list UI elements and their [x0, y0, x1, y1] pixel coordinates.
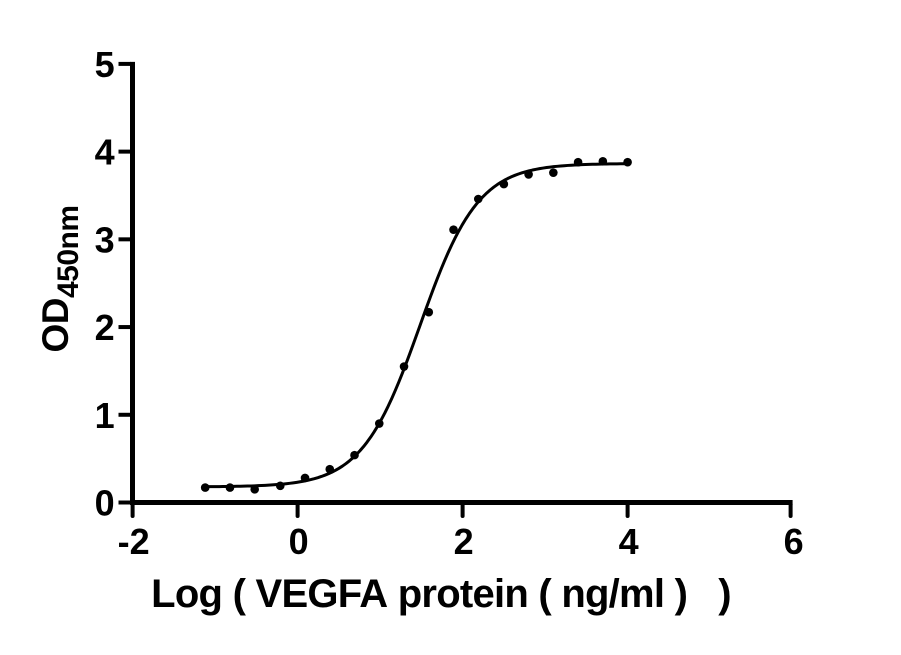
data-point-16: [598, 156, 608, 166]
data-point-8: [399, 362, 409, 371]
data-point-0: [200, 483, 210, 492]
x-tick-label-2: 2: [454, 521, 474, 562]
y-tick-label-1: 1: [95, 395, 115, 436]
data-point-12: [499, 179, 509, 189]
data-point-4: [300, 473, 310, 483]
data-group: [200, 156, 632, 494]
data-point-10: [449, 225, 458, 234]
y-tick-label-0: 0: [95, 483, 115, 524]
data-point-17: [623, 157, 632, 167]
data-point-7: [374, 419, 384, 428]
x-tick-label-6: 6: [784, 521, 804, 562]
x-tick-label-4: 4: [619, 521, 639, 562]
x-axis-title: Log ( VEGFA protein ( ng/ml ) ): [151, 572, 731, 616]
data-point-13: [524, 170, 533, 179]
data-point-5: [325, 464, 335, 474]
data-point-2: [250, 485, 259, 494]
fit-curve: [203, 162, 630, 489]
data-point-9: [424, 307, 434, 317]
y-tick-label-2: 2: [95, 307, 115, 348]
data-point-14: [549, 168, 558, 177]
data-point-6: [350, 450, 359, 460]
data-point-11: [473, 194, 483, 204]
y-tick-label-5: 5: [95, 44, 115, 85]
y-tick-label-4: 4: [95, 132, 115, 173]
x-tick-label--2: -2: [118, 521, 150, 562]
y-tick-label-3: 3: [95, 219, 115, 260]
y-axis-title-main: OD: [35, 298, 76, 353]
y-axis-title: OD450nm: [35, 205, 85, 352]
data-point-3: [275, 481, 285, 491]
y-axis-title-subscript: 450nm: [52, 205, 85, 298]
data-point-15: [573, 157, 583, 167]
data-point-1: [225, 483, 235, 492]
x-tick-label-0: 0: [289, 521, 309, 562]
